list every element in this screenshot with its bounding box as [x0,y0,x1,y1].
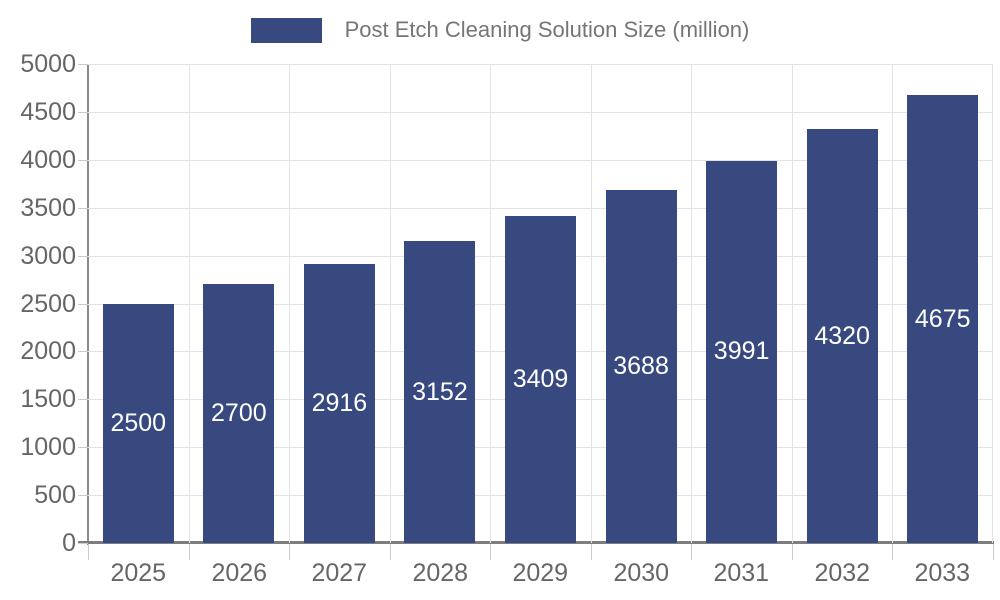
bar-value-label: 3152 [412,377,468,406]
bar-value-label: 3991 [713,337,770,366]
x-axis-label: 2031 [713,559,770,587]
y-axis-label: 3500 [20,194,76,222]
y-axis-label: 500 [34,481,76,509]
gridline-h [88,207,992,209]
legend[interactable]: Post Etch Cleaning Solution Size (millio… [0,17,1000,43]
legend-swatch-icon [250,17,322,43]
y-axis-label: 5000 [20,50,76,78]
x-tick [289,544,290,560]
x-tick [993,544,994,560]
bar[interactable]: 4675 [907,95,979,543]
bar[interactable]: 4320 [806,129,878,543]
y-axis-label: 4500 [20,98,76,126]
y-axis-label: 3000 [20,242,76,270]
y-tick [78,495,88,496]
bar[interactable]: 2916 [303,263,375,543]
gridline-v [791,64,793,543]
y-tick [78,64,88,65]
x-axis-label: 2026 [211,559,268,587]
x-tick [792,544,793,560]
y-axis-label: 1000 [20,433,76,461]
legend-label: Post Etch Cleaning Solution Size (millio… [344,17,750,42]
x-tick [691,544,692,560]
y-tick [78,543,88,544]
bar-value-label: 2500 [110,408,167,437]
gridline-v [691,64,693,543]
gridline-v [188,64,190,543]
y-axis-label: 4000 [20,146,76,174]
x-axis-label: 2029 [512,559,569,587]
bar-value-label: 2916 [311,388,368,417]
y-axis-label: 1500 [20,385,76,413]
plot-area: 2500 2700 2916 3152 3409 3688 3991 4320 4675 [88,64,993,543]
x-tick [189,544,190,560]
y-tick [78,351,88,352]
gridline-h [88,111,992,113]
bar-value-label: 3688 [613,351,669,380]
bar[interactable]: 3409 [505,216,576,543]
bar-value-label: 4675 [914,304,971,333]
y-tick [78,256,88,257]
y-axis-label: 2000 [20,337,76,365]
x-axis-label: 2027 [311,559,368,587]
y-tick [78,112,88,113]
x-axis-label: 2030 [613,559,670,587]
gridline-v [389,64,391,543]
y-axis-label: 2500 [20,290,76,318]
x-axis-label: 2033 [914,559,971,587]
y-tick [78,304,88,305]
bar-value-label: 3409 [512,365,569,394]
gridline-v [289,64,291,543]
y-axis-line [87,64,89,545]
gridline-h [88,64,992,65]
x-axis-label: 2028 [412,559,469,587]
bar[interactable]: 3688 [605,189,677,543]
y-tick [78,160,88,161]
y-tick [78,447,88,448]
bar-value-label: 4320 [814,321,870,350]
x-axis-label: 2025 [110,559,167,587]
x-tick [591,544,592,560]
y-tick [78,399,88,400]
bar[interactable]: 3991 [706,160,778,543]
bar[interactable]: 2500 [102,303,174,543]
bar[interactable]: 3152 [404,241,476,543]
gridline-h [88,159,992,161]
gridline-v [490,64,492,543]
x-tick [892,544,893,560]
y-axis-label: 0 [62,529,76,557]
gridline-v [892,64,894,543]
bar-value-label: 2700 [211,399,267,428]
x-axis-label: 2032 [814,559,871,587]
y-tick [78,208,88,209]
x-tick [88,544,89,560]
bar[interactable]: 2700 [203,284,275,543]
gridline-v [590,64,592,543]
x-tick [490,544,491,560]
x-tick [390,544,391,560]
